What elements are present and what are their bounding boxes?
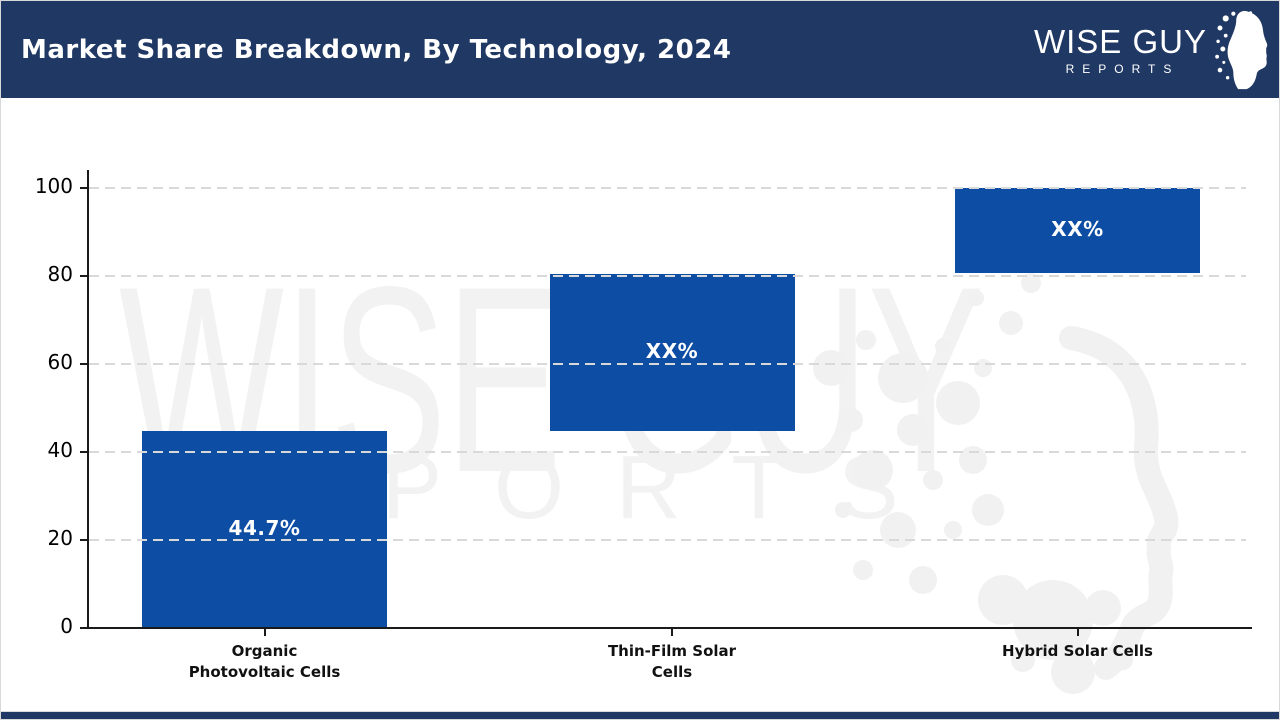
gridline (89, 187, 1246, 189)
y-tick-label: 40 (47, 438, 73, 462)
gridline (89, 275, 1246, 277)
y-tick-mark (80, 275, 89, 277)
header-bar: Market Share Breakdown, By Technology, 2… (1, 1, 1279, 98)
gridline (89, 363, 1246, 365)
y-tick-mark (80, 363, 89, 365)
x-tick-label: Hybrid Solar Cells (1002, 642, 1153, 660)
logo-subtitle: REPORTS (1065, 61, 1180, 76)
bar (142, 431, 387, 628)
y-tick-label: 0 (60, 614, 73, 638)
face-watermark (813, 273, 1179, 694)
wise-guy-reports-logo: WISE GUY REPORTS (1034, 5, 1273, 95)
y-tick-label: 60 (47, 350, 73, 374)
gridline (89, 539, 1246, 541)
chart-region: WISE GUY REPORTS 44.7% XX% XX% 0 20 40 60 80 100… (1, 98, 1279, 713)
x-tick-label: Organic Photovoltaic Cells (188, 642, 341, 681)
y-tick-mark (80, 187, 89, 189)
gridline (89, 451, 1246, 453)
y-tick-mark (80, 451, 89, 453)
footer-bar (1, 712, 1279, 719)
y-tick-label: 100 (34, 174, 73, 198)
y-tick-label: 80 (47, 262, 73, 286)
bar (549, 273, 795, 432)
x-tick-label: Thin-Film Solar Cells (607, 642, 737, 681)
bar-label: XX% (645, 338, 699, 363)
plot-area: 44.7% XX% XX% 0 20 40 60 80 100 Organic Photovolt… (35, 170, 1252, 681)
page-title: Market Share Breakdown, By Technology, 2… (21, 34, 732, 65)
logo-text: WISE GUY REPORTS (1033, 22, 1207, 76)
logo-face-icon (1215, 10, 1268, 90)
y-tick-label: 20 (47, 526, 73, 550)
y-axis-line (87, 170, 89, 628)
x-axis-line (87, 627, 1252, 629)
bar-label: 44.7% (228, 515, 301, 540)
bar (955, 188, 1200, 274)
x-tick-mark (671, 628, 673, 636)
footer-divider (1, 711, 1279, 712)
y-tick-mark (80, 627, 89, 629)
y-tick-mark (80, 539, 89, 541)
bar-label: XX% (1051, 216, 1104, 241)
x-tick-mark (1076, 628, 1079, 636)
logo-wordmark: WISE GUY (1033, 22, 1207, 60)
x-tick-mark (263, 628, 266, 636)
